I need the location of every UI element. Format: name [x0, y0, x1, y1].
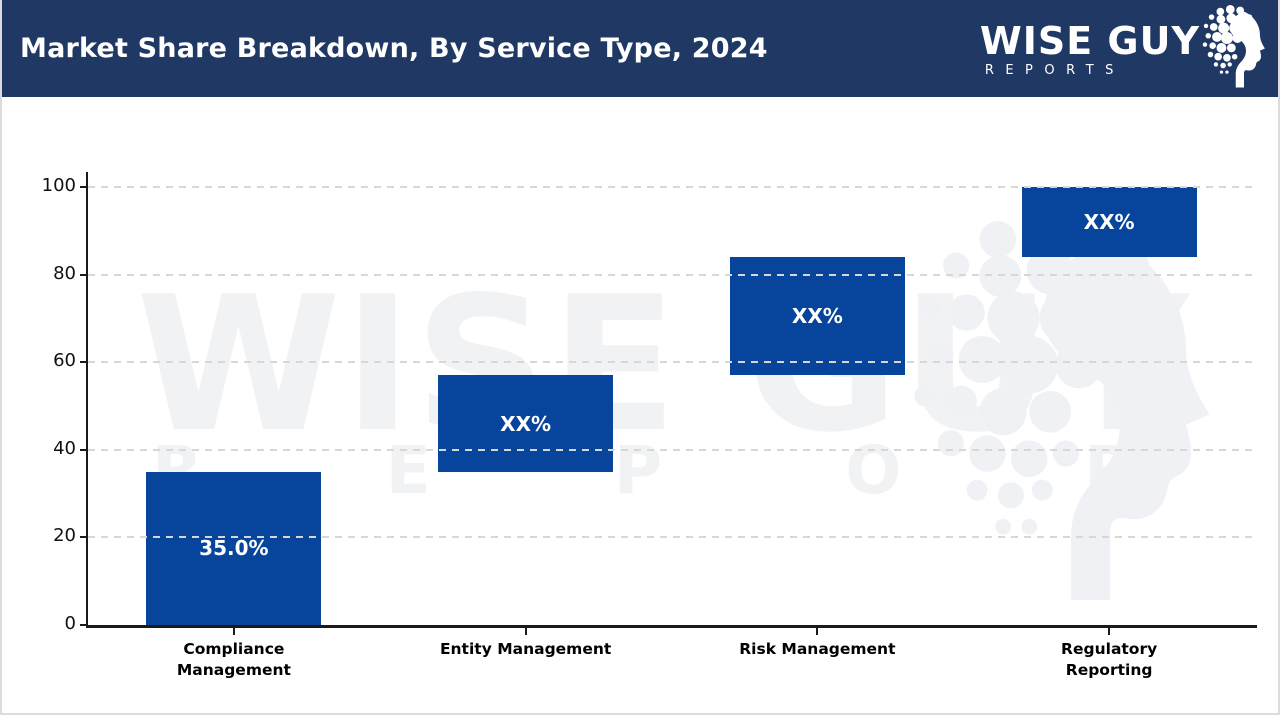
bar-value-label: XX% [791, 304, 843, 329]
y-axis-tick-label: 0 [64, 613, 76, 634]
wiseguy-logo-text: WISE GUY [979, 18, 1200, 63]
x-axis-category-label-line: Reporting [1065, 661, 1153, 679]
brand-logo-text: WISE GUY REPORTS [980, 22, 1200, 77]
reports-logo-text: REPORTS [984, 62, 1125, 78]
x-axis-category-label: Risk Management [677, 639, 957, 660]
x-axis-category-label-line: Regulatory [1061, 640, 1158, 658]
gridline [88, 361, 1255, 364]
bar-value-label: XX% [500, 411, 552, 436]
x-axis-tick-mark [232, 628, 235, 635]
x-axis-category-label: Regulatory Reporting [969, 639, 1249, 681]
x-axis-category-label: Entity Management [386, 639, 666, 660]
x-axis-spine [86, 625, 1257, 628]
y-axis-tick-mark [80, 448, 88, 451]
bar-segment: XX% [438, 375, 614, 472]
y-axis-spine [86, 172, 88, 628]
y-axis-tick-label: 40 [53, 437, 76, 459]
watermark-dotted-head-icon [914, 208, 1210, 600]
x-axis-category-label: Compliance Management [94, 639, 374, 681]
y-axis-tick-label: 20 [53, 525, 76, 547]
x-axis-tick-mark [816, 628, 819, 635]
x-axis-category-label-line: Entity Management [439, 640, 612, 658]
y-axis-tick-label: 80 [53, 262, 76, 284]
y-axis-tick-mark [80, 273, 88, 276]
x-axis-category-label-line: Management [176, 661, 291, 679]
bar-segment: XX% [729, 257, 905, 376]
y-axis-tick-mark [80, 536, 88, 539]
dotted-head-logo-icon [1202, 5, 1265, 88]
bar-value-label: XX% [1083, 210, 1135, 235]
bar-value-label: 35.0% [199, 536, 269, 561]
gridline [88, 186, 1255, 188]
y-axis-tick-mark [80, 361, 88, 364]
page-title: Market Share Breakdown, By Service Type,… [20, 33, 768, 64]
x-axis-tick-mark [1108, 628, 1111, 635]
gridline [88, 536, 1255, 539]
y-axis-tick-mark [80, 186, 88, 188]
y-axis-tick-mark [80, 624, 88, 626]
y-axis-tick-label: 100 [41, 175, 76, 196]
gridline [88, 273, 1255, 276]
y-axis-tick-label: 60 [53, 350, 76, 372]
bar-segment: XX% [1021, 187, 1197, 258]
x-axis-category-label-line: Compliance [183, 640, 285, 658]
x-axis-category-label-line: Risk Management [739, 640, 896, 658]
gridline [88, 448, 1255, 451]
header-bar: Market Share Breakdown, By Service Type,… [0, 0, 1280, 97]
x-axis-tick-mark [524, 628, 527, 635]
brand-logo: WISE GUY REPORTS [980, 4, 1270, 94]
bar-segment: 35.0% [146, 471, 322, 625]
